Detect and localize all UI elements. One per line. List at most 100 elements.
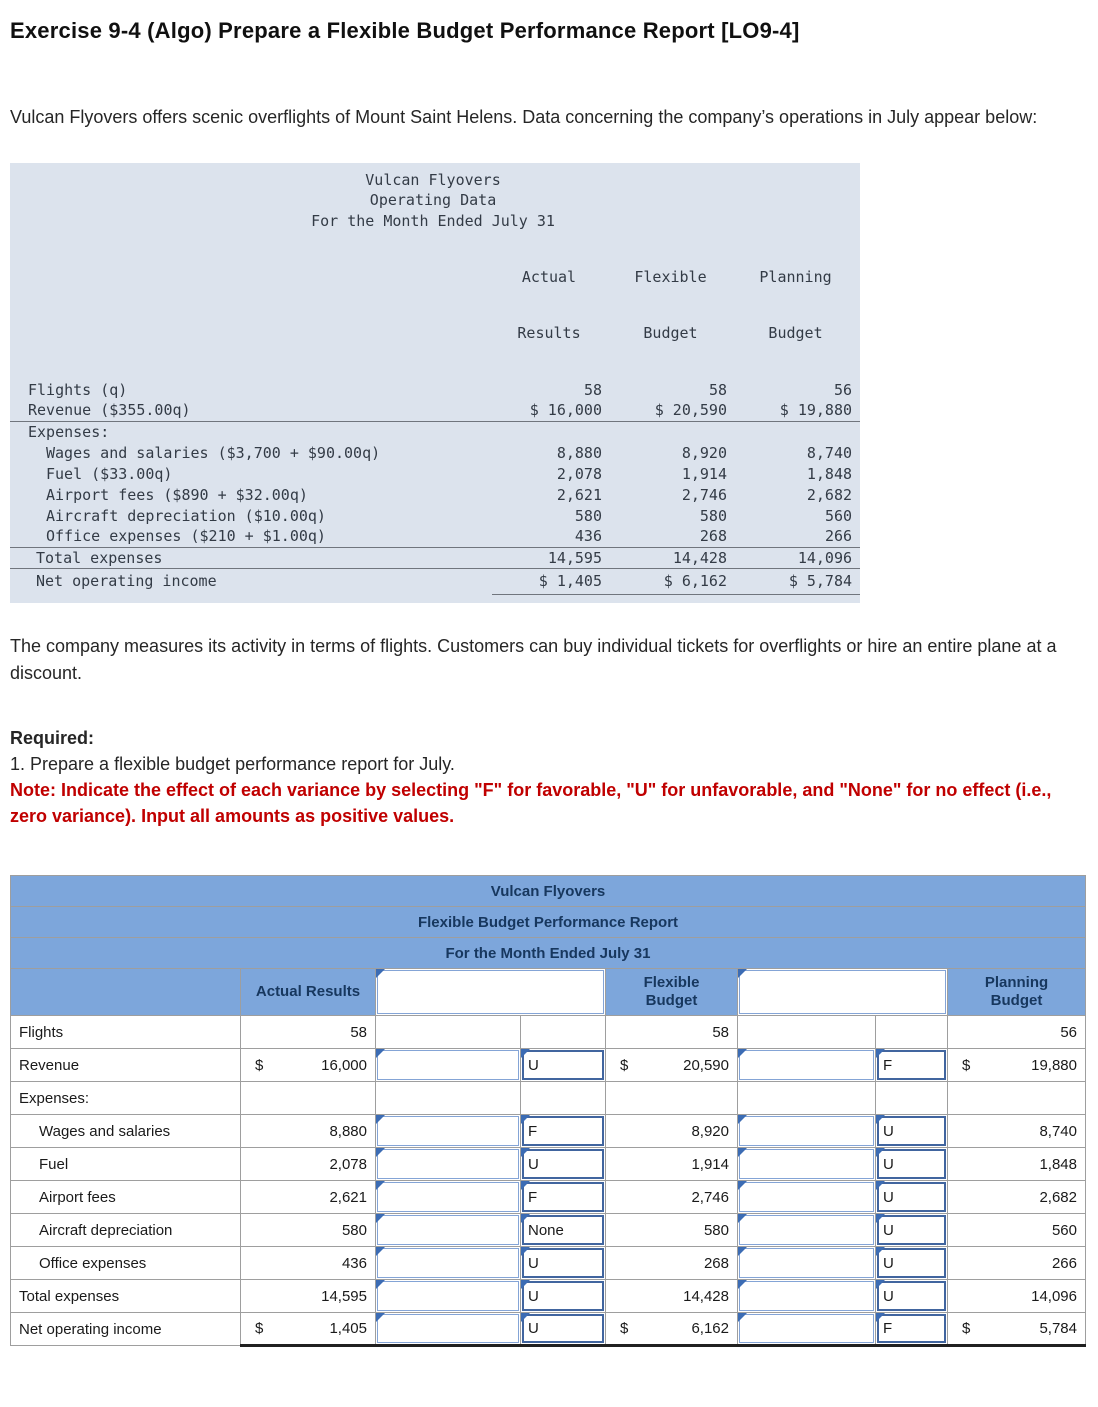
variance-amount-input[interactable]	[737, 1246, 876, 1280]
variance-effect-select[interactable]: F	[875, 1312, 948, 1347]
actual-amount: 2,078	[240, 1147, 376, 1181]
dropdown-corner-icon	[876, 1247, 885, 1256]
header-flexible-budget: Flexible Budget	[605, 968, 738, 1016]
column-title-select[interactable]	[737, 968, 948, 1016]
op-actual: 436	[492, 526, 610, 548]
intro-paragraph: Vulcan Flyovers offers scenic overflight…	[10, 107, 1038, 127]
variance-amount-input[interactable]	[737, 1114, 876, 1148]
variance-amount-input[interactable]	[737, 1213, 876, 1247]
variance-amount-input[interactable]	[737, 1279, 876, 1313]
variance-amount-input[interactable]	[375, 1312, 521, 1347]
op-label: Fuel ($33.00q)	[46, 464, 173, 483]
row-label: Flights	[10, 1015, 241, 1049]
variance-effect-select[interactable]: F	[875, 1048, 948, 1082]
dropdown-corner-icon	[376, 1148, 385, 1157]
op-label: Expenses:	[28, 422, 110, 441]
variance-effect-select[interactable]: U	[875, 1213, 948, 1247]
op-row-expenses-header: Expenses:	[10, 421, 860, 442]
op-row-airport-fees: Airport fees ($890 + $32.00q) 2,621 2,74…	[10, 484, 860, 505]
op-row-aircraft-depreciation: Aircraft depreciation ($10.00q) 580 580 …	[10, 505, 860, 526]
flexible-budget-amount: 268	[605, 1246, 738, 1280]
dropdown-corner-icon	[376, 1049, 385, 1058]
header-blank-cell	[10, 968, 241, 1016]
op-planning: 14,096	[735, 547, 861, 569]
column-title-select[interactable]	[375, 968, 606, 1016]
op-table-period: For the Month Ended July 31	[311, 212, 555, 230]
variance-effect-select[interactable]: U	[875, 1279, 948, 1313]
dropdown-corner-icon	[876, 1214, 885, 1223]
variance-amount-input[interactable]	[375, 1279, 521, 1313]
variance-amount-input[interactable]	[737, 1048, 876, 1082]
actual-amount: $1,405	[240, 1312, 376, 1347]
report-company-name: Vulcan Flyovers	[10, 875, 1086, 907]
header-actual-results: Actual Results	[517, 268, 581, 342]
row-office-expenses: Office expenses 436 U 268 U 266	[10, 1246, 1086, 1280]
op-flexible: $ 20,590	[610, 400, 735, 422]
actual-amount: 8,880	[240, 1114, 376, 1148]
variance-amount-input[interactable]	[737, 1147, 876, 1181]
dropdown-corner-icon	[876, 1181, 885, 1190]
variance-effect-select[interactable]: U	[520, 1246, 606, 1280]
op-flexible: 580	[699, 506, 727, 525]
op-label: Net operating income	[36, 572, 217, 591]
op-label: Aircraft depreciation ($10.00q)	[46, 506, 326, 525]
dropdown-corner-icon	[521, 1214, 530, 1223]
dropdown-corner-icon	[738, 1115, 747, 1124]
variance-effect-select[interactable]: U	[520, 1147, 606, 1181]
variance-effect-select[interactable]: None	[520, 1213, 606, 1247]
variance-effect-select[interactable]: U	[875, 1147, 948, 1181]
variance-effect-select[interactable]: F	[520, 1114, 606, 1148]
variance-amount-input[interactable]	[375, 1147, 521, 1181]
dropdown-corner-icon	[738, 1247, 747, 1256]
variance-amount-input[interactable]	[375, 1048, 521, 1082]
op-actual: 58	[583, 380, 602, 399]
variance-effect-select[interactable]: U	[875, 1246, 948, 1280]
op-planning: 2,682	[806, 485, 853, 504]
currency-symbol: $	[620, 1056, 629, 1074]
dropdown-corner-icon	[521, 1181, 530, 1190]
dropdown-corner-icon	[376, 1280, 385, 1289]
header-flexible-budget: Flexible Budget	[634, 268, 707, 342]
row-label: Total expenses	[10, 1279, 241, 1313]
row-label: Aircraft depreciation	[10, 1213, 241, 1247]
variance-amount-input[interactable]	[375, 1213, 521, 1247]
planning-budget-amount: 56	[947, 1015, 1086, 1049]
op-actual: 2,621	[556, 485, 602, 504]
dropdown-corner-icon	[738, 1214, 747, 1223]
dropdown-corner-icon	[876, 1115, 885, 1124]
row-label: Fuel	[10, 1147, 241, 1181]
op-row-fuel: Fuel ($33.00q) 2,078 1,914 1,848	[10, 463, 860, 484]
op-table-title: Vulcan Flyovers	[365, 171, 501, 189]
row-airport-fees: Airport fees 2,621 F 2,746 U 2,682	[10, 1180, 1086, 1214]
dropdown-corner-icon	[521, 1313, 530, 1322]
variance-effect-select[interactable]: U	[520, 1048, 606, 1082]
op-planning: 8,740	[806, 443, 853, 462]
instruction-note: Note: Indicate the effect of each varian…	[10, 780, 1052, 826]
op-planning: $ 19,880	[735, 400, 861, 422]
actual-amount: 580	[240, 1213, 376, 1247]
planning-budget-amount: 8,740	[947, 1114, 1086, 1148]
flexible-budget-amount: $20,590	[605, 1048, 738, 1082]
variance-amount-input[interactable]	[737, 1312, 876, 1347]
report-title-row: For the Month Ended July 31	[10, 937, 1086, 969]
variance-amount-input[interactable]	[737, 1180, 876, 1214]
op-flexible: 1,914	[681, 464, 727, 483]
row-expenses-header: Expenses:	[10, 1081, 1086, 1115]
op-planning: 1,848	[806, 464, 853, 483]
variance-effect-select[interactable]: F	[520, 1180, 606, 1214]
planning-budget-amount: 560	[947, 1213, 1086, 1247]
variance-amount-input[interactable]	[375, 1180, 521, 1214]
variance-effect-select[interactable]: U	[875, 1180, 948, 1214]
op-flexible: 268	[610, 526, 735, 548]
row-label: Wages and salaries	[10, 1114, 241, 1148]
currency-symbol: $	[620, 1320, 629, 1337]
row-label: Airport fees	[10, 1180, 241, 1214]
op-planning: 560	[824, 506, 853, 525]
op-actual: 580	[574, 506, 602, 525]
variance-effect-select[interactable]: U	[520, 1312, 606, 1347]
variance-amount-input[interactable]	[375, 1246, 521, 1280]
variance-effect-select[interactable]: U	[875, 1114, 948, 1148]
op-label: Wages and salaries ($3,700 + $90.00q)	[46, 443, 381, 462]
variance-amount-input[interactable]	[375, 1114, 521, 1148]
variance-effect-select[interactable]: U	[520, 1279, 606, 1313]
